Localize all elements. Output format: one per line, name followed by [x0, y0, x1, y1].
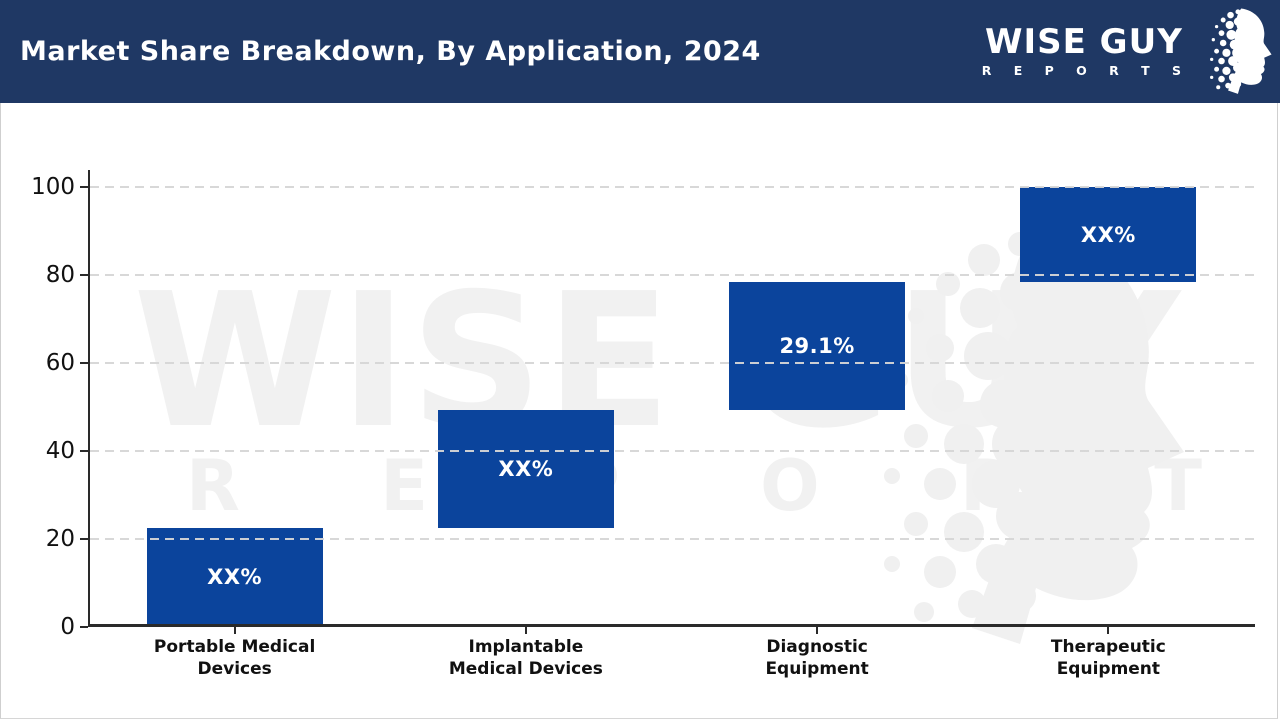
y-axis-tick: [80, 361, 88, 364]
category-label-line: Medical Devices: [448, 658, 603, 679]
y-tick-label: 20: [45, 525, 75, 552]
bar-value-label: XX%: [207, 565, 263, 590]
y-axis-tick: [80, 625, 88, 628]
y-axis-tick: [80, 186, 88, 188]
bar-segment: XX%: [146, 528, 323, 627]
category-label: Diagnostic Equipment: [677, 637, 957, 681]
watermark-text-secondary: R E P O R T S: [186, 445, 1277, 527]
gridline-60: [90, 361, 1254, 364]
y-tick-label: 80: [45, 261, 75, 288]
bar-value-label: 29.1%: [779, 334, 855, 359]
bar-segment: XX%: [437, 410, 614, 529]
category-label: Therapeutic Equipment: [968, 637, 1248, 681]
category-label-line: Portable Medical: [153, 637, 316, 657]
dotted-face-profile-icon: [1192, 6, 1274, 98]
header-bar: Market Share Breakdown, By Application, …: [0, 0, 1280, 103]
category-label-line: Equipment: [765, 658, 869, 679]
x-axis-tick: [816, 627, 819, 634]
x-axis-line: [88, 624, 1255, 627]
bar-value-label: XX%: [498, 457, 554, 482]
bar-segment: 29.1%: [729, 282, 906, 411]
category-label-line: Therapeutic: [1050, 637, 1166, 657]
y-axis-line: [88, 170, 90, 627]
x-axis-tick: [233, 627, 236, 634]
y-tick-label: 100: [31, 174, 75, 200]
y-tick-label: 60: [45, 349, 75, 376]
y-axis-tick: [80, 273, 88, 276]
category-label: Implantable Medical Devices: [386, 637, 666, 681]
gridline-20: [90, 537, 1254, 540]
y-axis-tick: [80, 449, 88, 452]
gridline-40: [90, 449, 1254, 452]
bar-segment: XX%: [1020, 187, 1197, 283]
x-axis-tick: [524, 627, 527, 634]
brand-name: WISE GUY: [984, 22, 1183, 63]
bar-value-label: XX%: [1080, 222, 1136, 247]
category-label-line: Implantable: [468, 637, 584, 657]
category-label-line: Devices: [197, 658, 272, 679]
category-label-line: Diagnostic: [766, 637, 868, 657]
page-title: Market Share Breakdown, By Application, …: [20, 36, 761, 67]
gridline-100: [90, 186, 1254, 188]
brand-logo: WISE GUY R E P O R T S: [978, 0, 1274, 103]
category-label-line: Equipment: [1056, 658, 1161, 679]
chart-plot-area: WISE GUY R E P O R T S 020406080100XX%Po…: [0, 103, 1278, 719]
y-axis-tick: [80, 537, 88, 540]
brand-logo-text: WISE GUY R E P O R T S: [978, 22, 1190, 78]
x-axis-tick: [1107, 627, 1110, 634]
y-tick-label: 0: [60, 613, 75, 640]
gridline-80: [90, 273, 1254, 276]
category-label: Portable Medical Devices: [95, 637, 375, 681]
y-tick-label: 40: [45, 437, 75, 464]
brand-subtitle: R E P O R T S: [981, 62, 1190, 78]
